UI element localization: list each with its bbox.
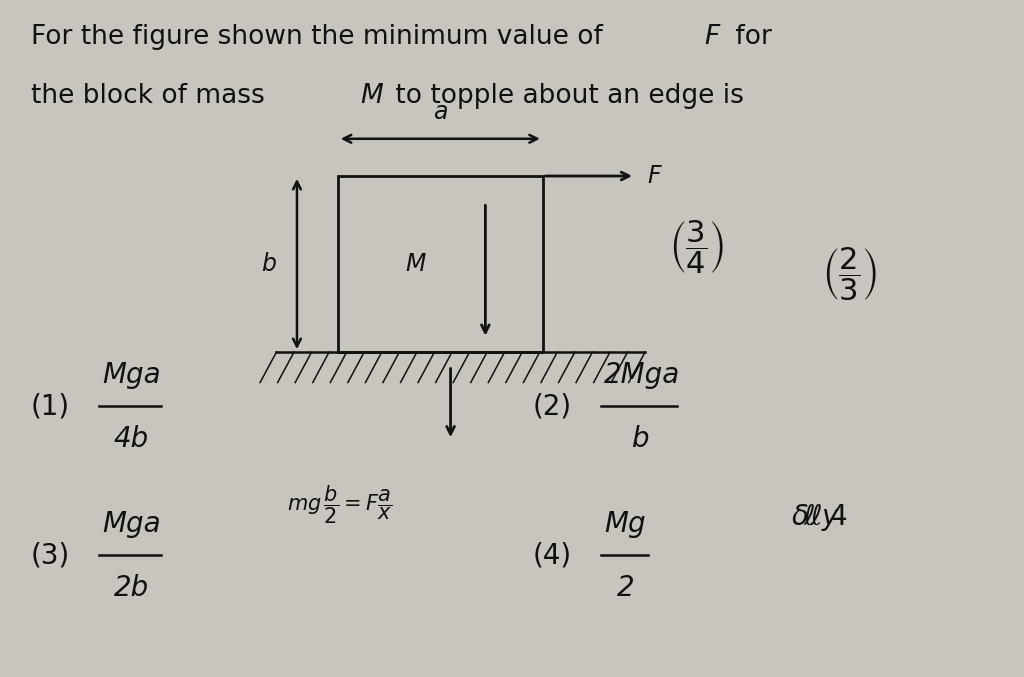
Text: 4b: 4b xyxy=(114,425,150,453)
Text: (4): (4) xyxy=(532,541,571,569)
Text: b: b xyxy=(261,252,276,276)
Text: (1): (1) xyxy=(31,392,70,420)
Text: a: a xyxy=(433,100,447,124)
Text: M: M xyxy=(406,252,426,276)
Text: the block of mass: the block of mass xyxy=(31,83,272,108)
Text: 2: 2 xyxy=(617,574,635,602)
Text: 2b: 2b xyxy=(114,574,150,602)
Text: (3): (3) xyxy=(31,541,70,569)
Text: $mg\,\dfrac{b}{2} = F\dfrac{a}{x}$: $mg\,\dfrac{b}{2} = F\dfrac{a}{x}$ xyxy=(287,483,392,525)
Text: for: for xyxy=(727,24,772,49)
Text: Mga: Mga xyxy=(102,362,161,389)
Text: F: F xyxy=(705,24,720,49)
Text: $\delta\!\ell\!\ell y\!\!4$: $\delta\!\ell\!\ell y\!\!4$ xyxy=(791,502,848,533)
Bar xyxy=(338,176,543,352)
Text: 2Mga: 2Mga xyxy=(604,362,680,389)
Text: For the figure shown the minimum value of: For the figure shown the minimum value o… xyxy=(31,24,611,49)
Text: (2): (2) xyxy=(532,392,571,420)
Text: $\left(\dfrac{3}{4}\right)$: $\left(\dfrac{3}{4}\right)$ xyxy=(669,218,724,276)
Text: $\left(\dfrac{2}{3}\right)$: $\left(\dfrac{2}{3}\right)$ xyxy=(822,245,878,303)
Text: M: M xyxy=(360,83,383,108)
Text: Mg: Mg xyxy=(604,510,646,538)
Text: b: b xyxy=(632,425,649,453)
Text: to topple about an edge is: to topple about an edge is xyxy=(387,83,744,108)
Text: F: F xyxy=(647,164,660,188)
Text: Mga: Mga xyxy=(102,510,161,538)
